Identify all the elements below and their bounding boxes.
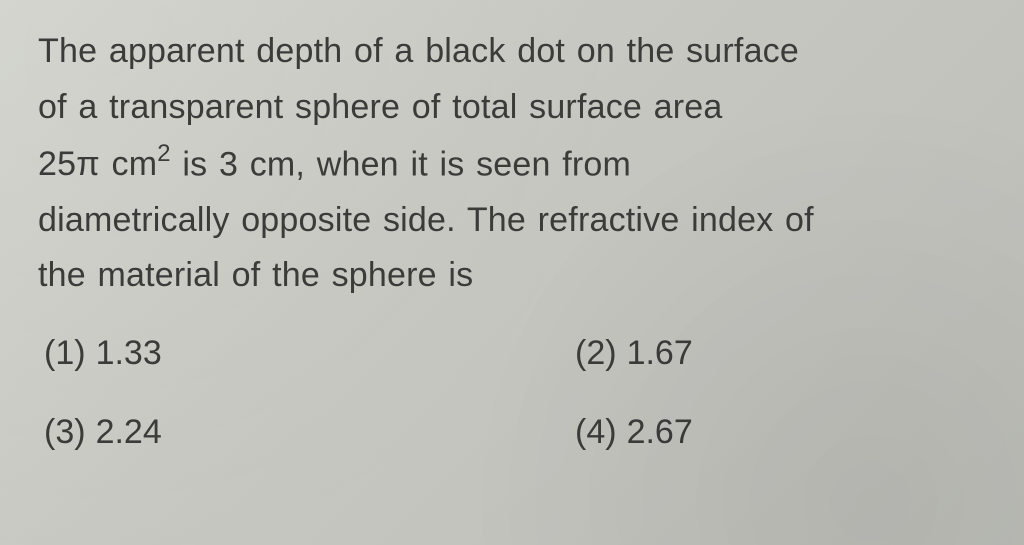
option-4-number: (4)	[575, 413, 617, 452]
page-container: The apparent depth of a black dot on the…	[0, 0, 1024, 452]
question-line-2: of a transparent sphere of total surface…	[38, 88, 723, 126]
option-1[interactable]: (1) 1.33	[44, 334, 455, 373]
question-line-1: The apparent depth of a black dot on the…	[38, 32, 799, 70]
question-line-3-rest: is 3 cm, when it is seen from	[182, 145, 631, 183]
option-3[interactable]: (3) 2.24	[44, 413, 455, 452]
formula-exponent: 2	[157, 140, 170, 167]
question-formula: 25π cm2	[38, 145, 182, 183]
options-grid: (1) 1.33 (2) 1.67 (3) 2.24 (4) 2.67	[38, 334, 986, 452]
option-4[interactable]: (4) 2.67	[575, 413, 986, 452]
option-3-value: 2.24	[96, 413, 162, 452]
question-text: The apparent depth of a black dot on the…	[38, 24, 986, 304]
option-4-value: 2.67	[627, 413, 693, 452]
option-2[interactable]: (2) 1.67	[575, 334, 986, 373]
formula-area: 25π cm	[38, 145, 157, 183]
option-1-number: (1)	[44, 334, 86, 373]
option-3-number: (3)	[44, 413, 86, 452]
option-2-value: 1.67	[627, 334, 693, 373]
question-line-4: diametrically opposite side. The refract…	[38, 201, 814, 239]
question-line-5: the material of the sphere is	[38, 256, 473, 294]
option-2-number: (2)	[575, 334, 617, 373]
option-1-value: 1.33	[96, 334, 162, 373]
